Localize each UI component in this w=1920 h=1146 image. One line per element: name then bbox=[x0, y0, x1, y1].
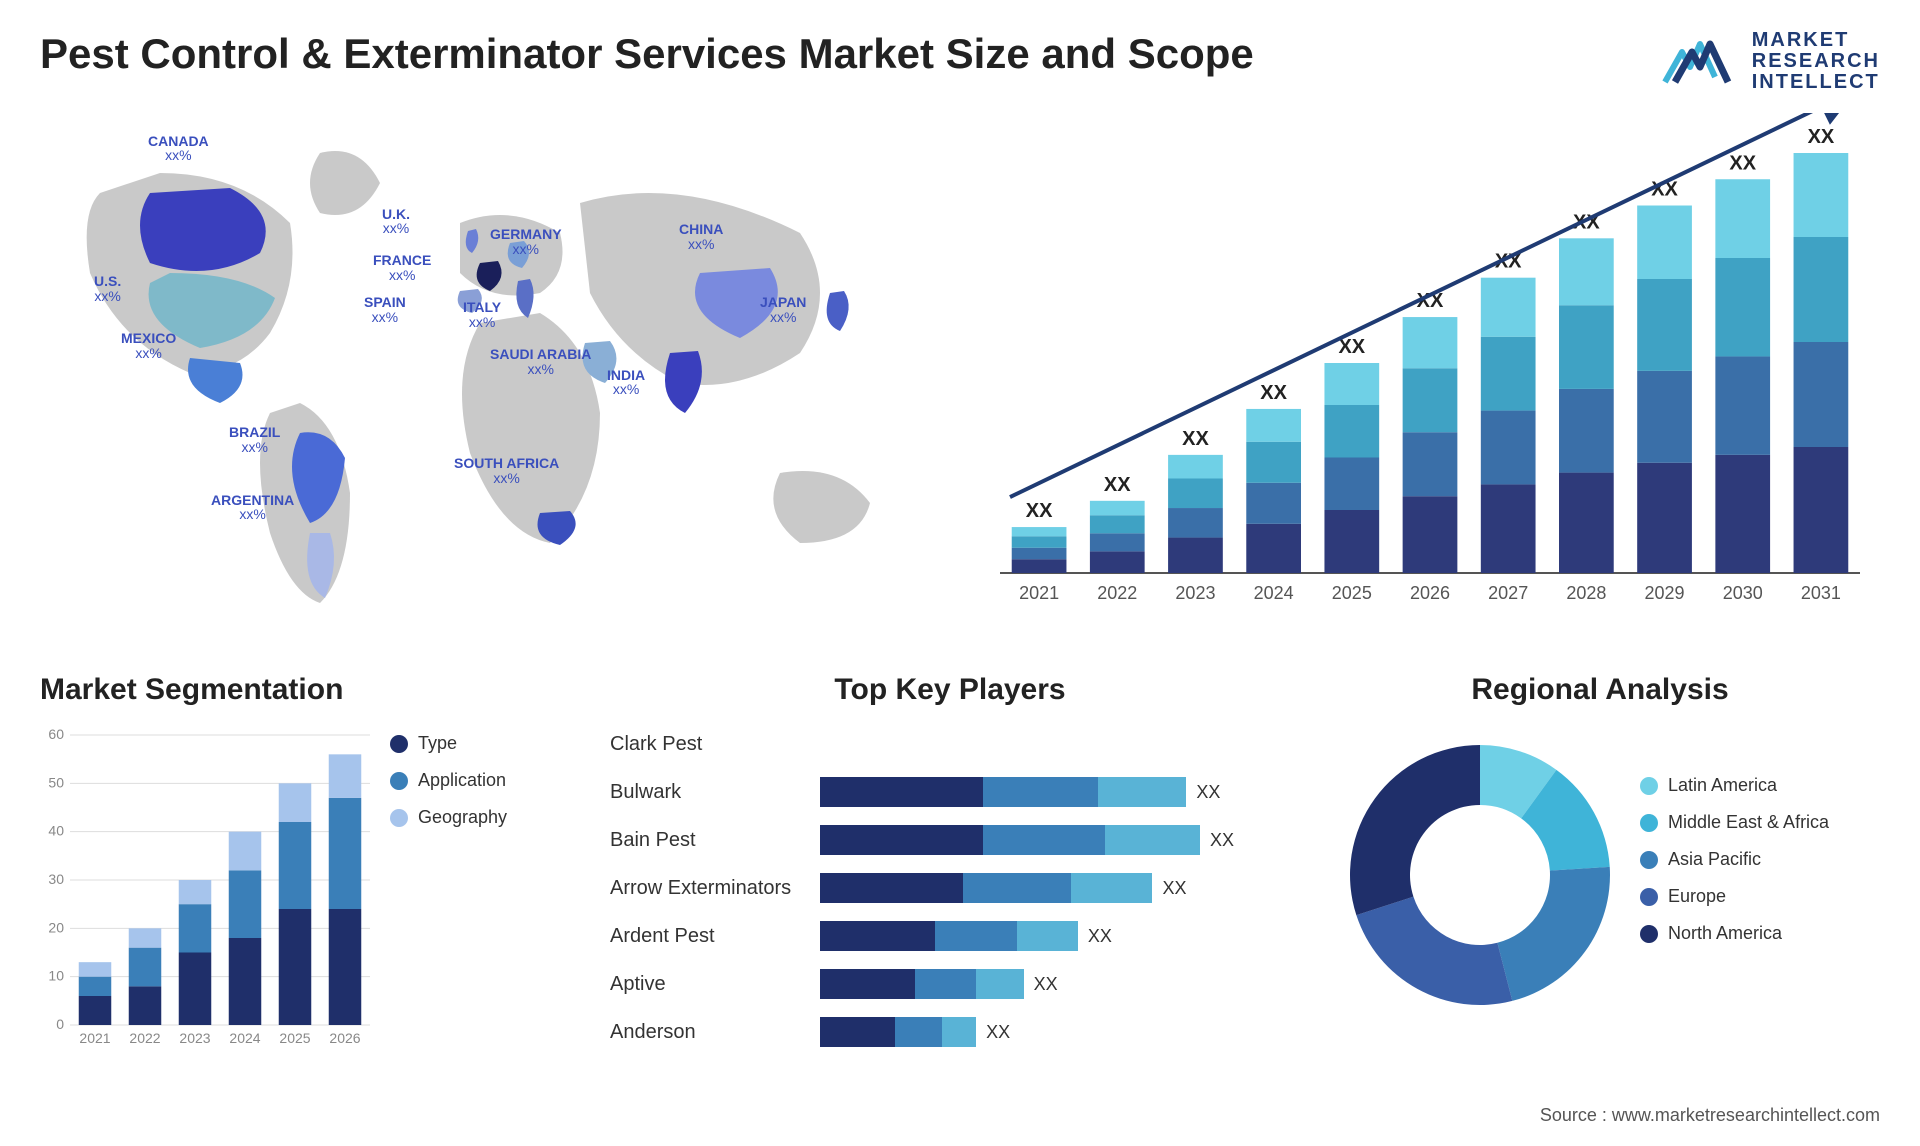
map-label-south-africa: SOUTH AFRICAxx% bbox=[454, 456, 559, 485]
seg-legend-application: Application bbox=[390, 770, 580, 791]
map-label-canada: CANADAxx% bbox=[148, 134, 209, 163]
region-legend-europe: Europe bbox=[1640, 886, 1880, 907]
player-name: Bulwark bbox=[610, 781, 820, 804]
svg-text:XX: XX bbox=[1260, 382, 1287, 404]
region-legend-latin-america: Latin America bbox=[1640, 775, 1880, 796]
svg-text:30: 30 bbox=[48, 871, 64, 887]
map-label-india: INDIAxx% bbox=[607, 368, 645, 397]
svg-text:60: 60 bbox=[48, 726, 64, 742]
growth-chart-panel: 2021 XX 2022 XX 2023 XX 2024 XX 2025 XX 2026 XX 2027… bbox=[980, 113, 1880, 633]
segmentation-title: Market Segmentation bbox=[40, 673, 380, 707]
world-map-panel: CANADAxx% U.S.xx% MEXICOxx% BRAZILxx% AR… bbox=[40, 113, 940, 633]
players-title: Top Key Players bbox=[610, 673, 1290, 707]
svg-text:2027: 2027 bbox=[1488, 583, 1528, 603]
map-label-japan: JAPANxx% bbox=[760, 295, 806, 324]
map-label-italy: ITALYxx% bbox=[463, 300, 501, 329]
svg-text:40: 40 bbox=[48, 823, 64, 839]
player-row: Bain Pest XX bbox=[610, 821, 1290, 859]
svg-text:2023: 2023 bbox=[179, 1030, 210, 1046]
player-name: Bain Pest bbox=[610, 829, 820, 852]
logo-icon bbox=[1660, 32, 1740, 92]
logo-line1: MARKET bbox=[1752, 30, 1880, 51]
svg-text:2025: 2025 bbox=[1332, 583, 1372, 603]
player-row: Ardent Pest XX bbox=[610, 917, 1290, 955]
svg-text:2025: 2025 bbox=[279, 1030, 310, 1046]
map-label-germany: GERMANYxx% bbox=[490, 227, 562, 256]
map-label-u-k-: U.K.xx% bbox=[382, 207, 410, 236]
svg-text:10: 10 bbox=[48, 968, 64, 984]
player-name: Clark Pest bbox=[610, 733, 820, 756]
regional-panel: Regional Analysis Latin America Middle E… bbox=[1320, 673, 1880, 1073]
regional-title: Regional Analysis bbox=[1320, 673, 1880, 707]
svg-text:2028: 2028 bbox=[1566, 583, 1606, 603]
svg-text:50: 50 bbox=[48, 774, 64, 790]
svg-text:XX: XX bbox=[1026, 500, 1053, 522]
regional-legend: Latin America Middle East & Africa Asia … bbox=[1640, 725, 1880, 1025]
svg-text:2022: 2022 bbox=[129, 1030, 160, 1046]
segmentation-chart: 0 10 20 30 40 50 60 2021 2022 2023 2024 2025 2026 bbox=[40, 725, 380, 1055]
brand-logo: MARKET RESEARCH INTELLECT bbox=[1660, 30, 1880, 93]
svg-text:XX: XX bbox=[1182, 428, 1209, 450]
map-label-spain: SPAINxx% bbox=[364, 295, 406, 324]
map-label-argentina: ARGENTINAxx% bbox=[211, 493, 294, 522]
growth-bar-chart: 2021 XX 2022 XX 2023 XX 2024 XX 2025 XX 2026 XX 2027… bbox=[980, 113, 1880, 633]
seg-legend-geography: Geography bbox=[390, 807, 580, 828]
segmentation-panel: Market Segmentation 0 10 20 30 40 50 60 2021 202… bbox=[40, 673, 580, 1073]
svg-text:2026: 2026 bbox=[329, 1030, 360, 1046]
player-row: Anderson XX bbox=[610, 1013, 1290, 1051]
svg-text:XX: XX bbox=[1729, 152, 1756, 174]
svg-text:XX: XX bbox=[1808, 126, 1835, 148]
key-players-panel: Top Key Players Clark Pest Bulwark XX Ba… bbox=[610, 673, 1290, 1073]
svg-text:2024: 2024 bbox=[229, 1030, 260, 1046]
map-label-france: FRANCExx% bbox=[373, 253, 431, 282]
map-label-u-s-: U.S.xx% bbox=[94, 274, 121, 303]
svg-text:2021: 2021 bbox=[79, 1030, 110, 1046]
map-label-brazil: BRAZILxx% bbox=[229, 425, 280, 454]
player-name: Ardent Pest bbox=[610, 925, 820, 948]
svg-text:2026: 2026 bbox=[1410, 583, 1450, 603]
svg-text:XX: XX bbox=[1104, 474, 1131, 496]
svg-text:2029: 2029 bbox=[1645, 583, 1685, 603]
svg-text:20: 20 bbox=[48, 919, 64, 935]
segmentation-legend: Type Application Geography bbox=[380, 673, 580, 1073]
player-row: Bulwark XX bbox=[610, 773, 1290, 811]
svg-text:2030: 2030 bbox=[1723, 583, 1763, 603]
source-attribution: Source : www.marketresearchintellect.com bbox=[1540, 1105, 1880, 1126]
svg-text:2031: 2031 bbox=[1801, 583, 1841, 603]
region-legend-north-america: North America bbox=[1640, 923, 1880, 944]
map-label-mexico: MEXICOxx% bbox=[121, 331, 176, 360]
page-title: Pest Control & Exterminator Services Mar… bbox=[40, 30, 1254, 78]
region-legend-middle-east-africa: Middle East & Africa bbox=[1640, 812, 1880, 833]
map-label-saudi-arabia: SAUDI ARABIAxx% bbox=[490, 347, 591, 376]
seg-legend-type: Type bbox=[390, 733, 580, 754]
logo-line2: RESEARCH bbox=[1752, 51, 1880, 72]
players-list: Clark Pest Bulwark XX Bain Pest XX Arrow… bbox=[610, 725, 1290, 1051]
logo-line3: INTELLECT bbox=[1752, 72, 1880, 93]
region-legend-asia-pacific: Asia Pacific bbox=[1640, 849, 1880, 870]
player-row: Aptive XX bbox=[610, 965, 1290, 1003]
svg-text:0: 0 bbox=[56, 1016, 64, 1032]
player-name: Arrow Exterminators bbox=[610, 877, 820, 900]
regional-donut bbox=[1330, 725, 1630, 1025]
svg-text:2022: 2022 bbox=[1097, 583, 1137, 603]
player-name: Anderson bbox=[610, 1021, 820, 1044]
player-row: Arrow Exterminators XX bbox=[610, 869, 1290, 907]
svg-text:2023: 2023 bbox=[1175, 583, 1215, 603]
svg-text:2024: 2024 bbox=[1254, 583, 1294, 603]
svg-text:2021: 2021 bbox=[1019, 583, 1059, 603]
player-name: Aptive bbox=[610, 973, 820, 996]
map-label-china: CHINAxx% bbox=[679, 222, 723, 251]
player-row: Clark Pest bbox=[610, 725, 1290, 763]
